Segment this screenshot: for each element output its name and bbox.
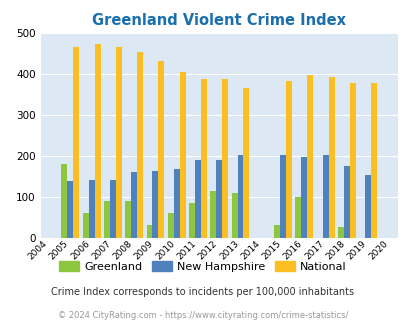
Bar xyxy=(88,180,94,238)
Bar xyxy=(73,47,79,238)
Bar xyxy=(125,201,131,238)
Bar xyxy=(83,213,88,238)
Bar xyxy=(104,201,110,238)
Text: © 2024 CityRating.com - https://www.cityrating.com/crime-statistics/: © 2024 CityRating.com - https://www.city… xyxy=(58,311,347,320)
Bar xyxy=(322,155,328,238)
Bar xyxy=(243,88,249,238)
Bar xyxy=(179,72,185,238)
Bar xyxy=(279,155,285,238)
Bar xyxy=(343,166,349,238)
Bar xyxy=(349,82,355,238)
Bar xyxy=(370,82,376,238)
Legend: Greenland, New Hampshire, National: Greenland, New Hampshire, National xyxy=(55,256,350,276)
Bar xyxy=(273,225,279,238)
Bar xyxy=(67,181,73,238)
Bar xyxy=(173,169,179,238)
Bar xyxy=(216,160,222,238)
Bar xyxy=(364,176,370,238)
Text: Crime Index corresponds to incidents per 100,000 inhabitants: Crime Index corresponds to incidents per… xyxy=(51,287,354,297)
Bar xyxy=(222,79,228,238)
Bar xyxy=(167,213,173,238)
Bar xyxy=(337,227,343,238)
Bar xyxy=(237,155,243,238)
Bar xyxy=(146,225,152,238)
Title: Greenland Violent Crime Index: Greenland Violent Crime Index xyxy=(92,13,345,28)
Bar xyxy=(200,79,207,238)
Bar xyxy=(137,52,143,238)
Bar xyxy=(152,171,158,238)
Bar xyxy=(285,81,291,238)
Bar xyxy=(328,77,334,238)
Bar xyxy=(194,160,200,238)
Bar xyxy=(131,172,137,238)
Bar xyxy=(231,193,237,238)
Bar xyxy=(307,75,313,238)
Bar xyxy=(61,164,67,238)
Bar xyxy=(301,156,307,238)
Bar xyxy=(158,61,164,238)
Bar xyxy=(210,190,216,238)
Bar xyxy=(189,203,194,238)
Bar xyxy=(110,180,115,238)
Bar xyxy=(295,197,301,238)
Bar xyxy=(94,44,100,238)
Bar xyxy=(115,47,122,238)
